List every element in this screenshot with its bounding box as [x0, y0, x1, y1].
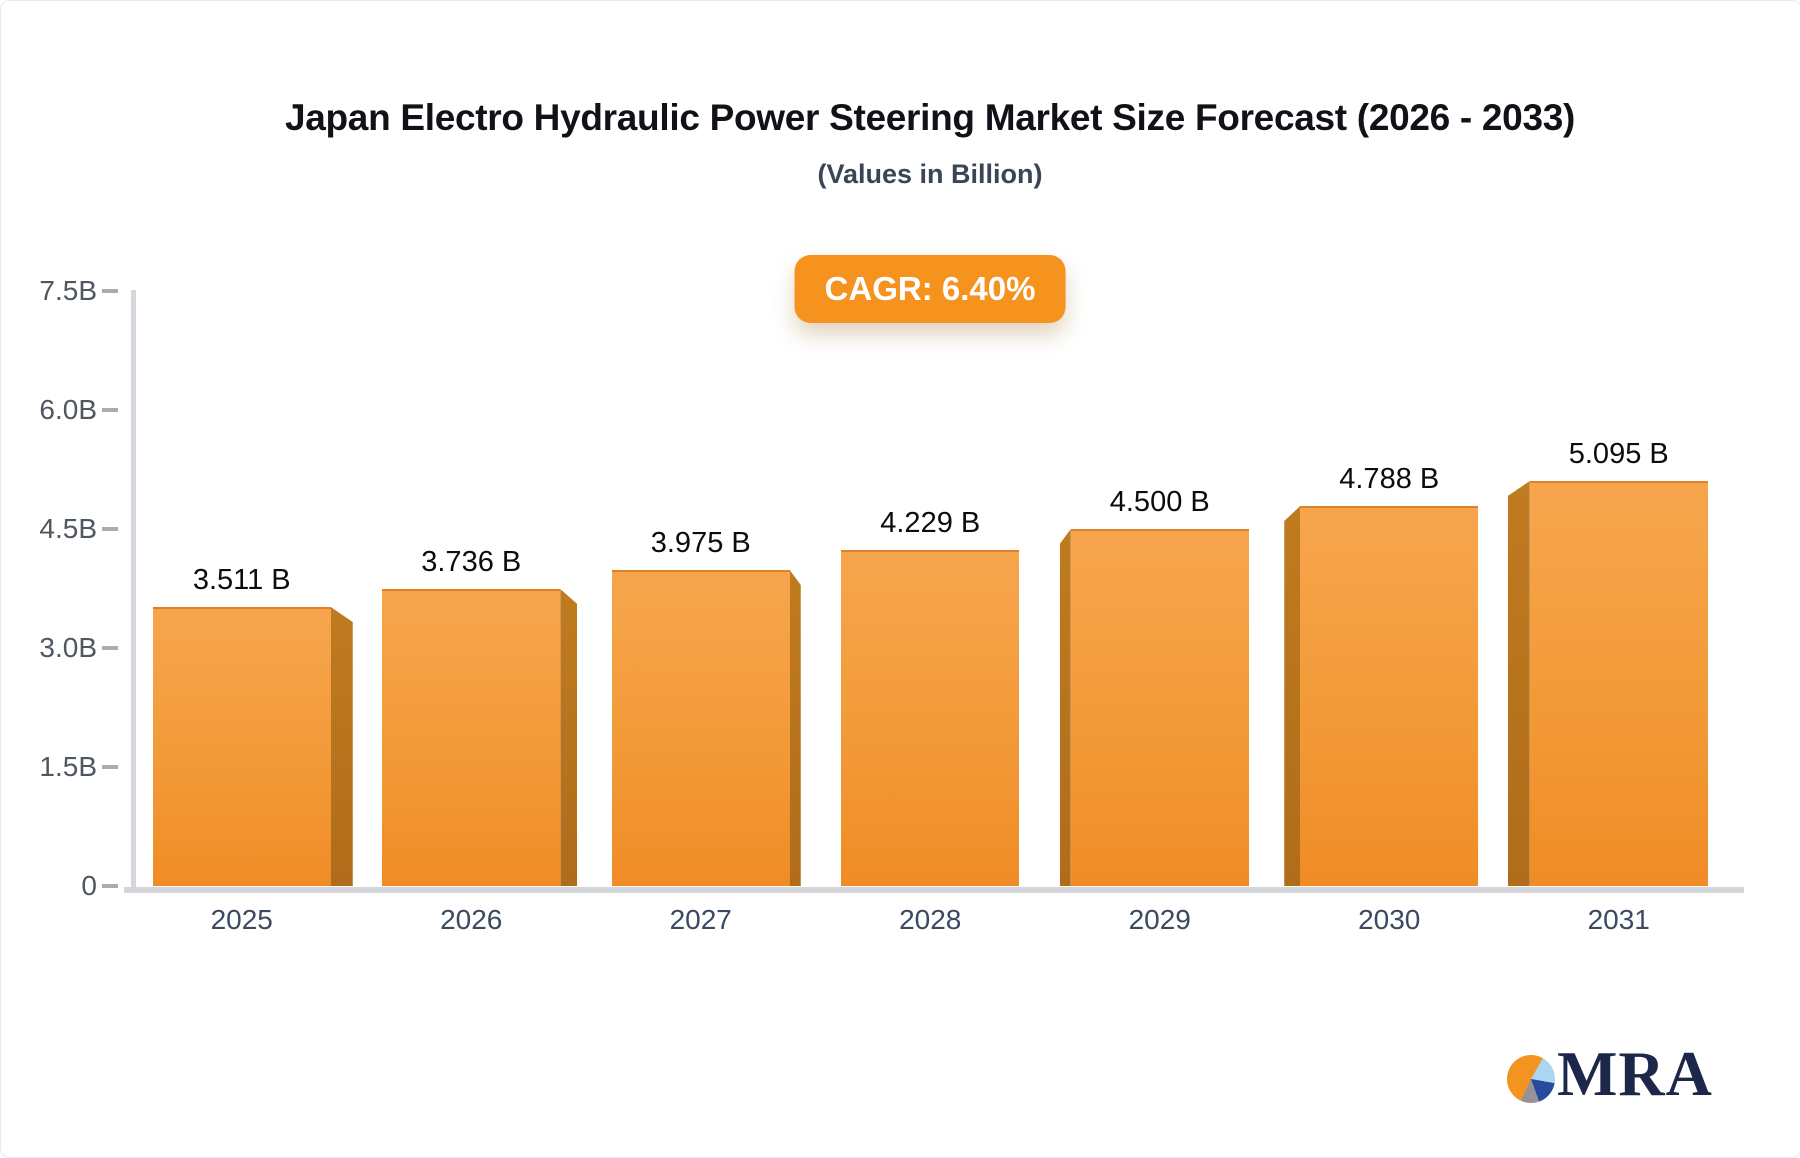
bar-2029[interactable] [1070, 529, 1249, 886]
bar-side-2026 [560, 589, 578, 886]
x-label-2028: 2028 [899, 904, 962, 935]
chart-header: Japan Electro Hydraulic Power Steering M… [59, 1, 1800, 190]
bar-side-2031 [1507, 481, 1530, 886]
bar-2030[interactable] [1300, 506, 1479, 886]
x-label-2031: 2031 [1587, 904, 1650, 935]
chart-title: Japan Electro Hydraulic Power Steering M… [284, 97, 1576, 138]
bar-2031[interactable] [1529, 481, 1708, 886]
y-axis-line [131, 290, 136, 887]
y-tick-label-1.5B: 1.5B [39, 750, 97, 782]
y-tick-3.0B [102, 645, 118, 650]
pie-chart-icon [1507, 1055, 1555, 1103]
y-tick-label-4.5B: 4.5B [39, 512, 97, 544]
bar-value-label-2031: 5.095 B [1568, 438, 1669, 470]
bar-side-2030 [1284, 506, 1301, 886]
y-tick-7.5B [102, 288, 118, 293]
x-label-2025: 2025 [210, 904, 273, 935]
bar-value-label-2025: 3.511 B [192, 564, 291, 596]
y-tick-1.5B [102, 764, 118, 769]
bar-value-label-2029: 4.500 B [1109, 486, 1210, 518]
bar-value-label-2028: 4.229 B [880, 507, 981, 539]
bar-side-2027 [789, 570, 801, 886]
y-tick-0 [102, 884, 118, 888]
bar-value-label-2027: 3.975 B [650, 527, 751, 559]
y-tick-4.5B [102, 526, 118, 531]
y-tick-label-0: 0 [81, 870, 97, 901]
logo-text: MRA [1557, 1038, 1713, 1109]
bar-2025[interactable] [152, 607, 331, 886]
y-tick-label-3.0B: 3.0B [39, 631, 97, 663]
x-label-2026: 2026 [440, 904, 503, 935]
bar-side-2029 [1059, 529, 1071, 886]
x-axis-baseline [124, 887, 1744, 893]
chart-subtitle: (Values in Billion) [817, 159, 1043, 189]
bar-2026[interactable] [382, 589, 561, 886]
bar-value-label-2026: 3.736 B [421, 546, 522, 578]
bar-2027[interactable] [611, 570, 790, 886]
cagr-badge: CAGR: 6.40% [794, 255, 1066, 323]
y-tick-label-7.5B: 7.5B [39, 274, 97, 306]
bar-value-label-2030: 4.788 B [1339, 463, 1440, 495]
y-tick-label-6.0B: 6.0B [39, 393, 97, 425]
y-tick-6.0B [102, 407, 118, 412]
x-label-2029: 2029 [1128, 904, 1191, 935]
x-label-2027: 2027 [669, 904, 732, 935]
x-label-2030: 2030 [1358, 904, 1421, 935]
logo: MRA [1507, 1037, 1713, 1111]
bar-side-2025 [330, 607, 353, 886]
bar-2028[interactable] [841, 550, 1020, 886]
